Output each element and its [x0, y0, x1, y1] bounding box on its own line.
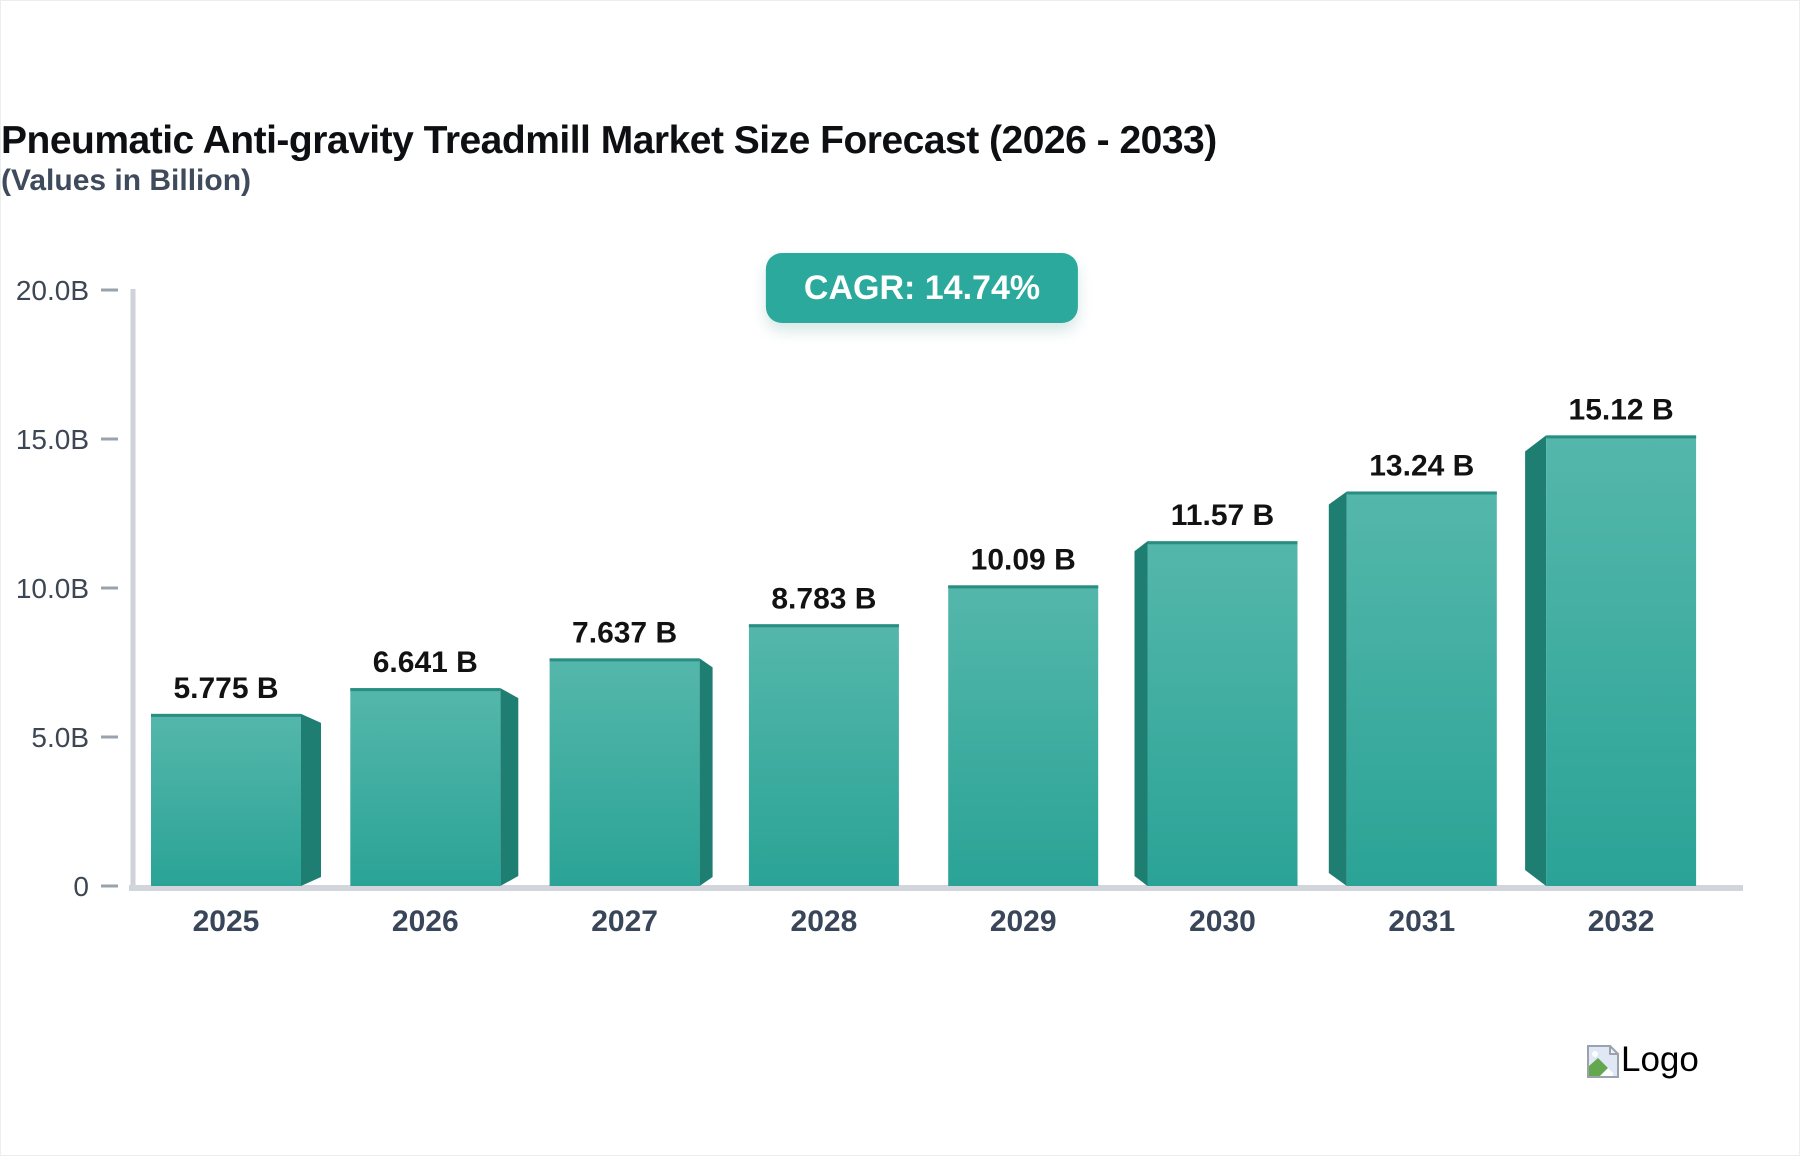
bar-side-face	[1525, 435, 1547, 886]
y-axis-label: 20.0B	[16, 275, 89, 306]
bar-2027[interactable]: 7.637 B	[549, 616, 713, 886]
bar-front-face	[549, 658, 700, 886]
bar-2025[interactable]: 5.775 B	[151, 672, 321, 886]
bar-value-label: 15.12 B	[1569, 393, 1674, 426]
x-axis-baseline	[129, 885, 1743, 891]
y-axis-label: 15.0B	[16, 424, 89, 455]
bar-value-label: 5.775 B	[173, 672, 278, 705]
y-axis-label: 0	[73, 871, 89, 902]
y-axis-label: 10.0B	[16, 573, 89, 604]
x-axis-label: 2026	[392, 905, 459, 938]
bar-side-face	[1134, 541, 1148, 886]
bar-front-face	[948, 585, 1099, 886]
bar-value-label: 7.637 B	[572, 616, 677, 649]
x-axis-label: 2031	[1388, 905, 1455, 938]
logo-alt-label: Logo	[1621, 1040, 1699, 1079]
bar-side-face	[699, 658, 713, 886]
bar-front-face	[350, 688, 501, 886]
bar-value-label: 6.641 B	[373, 646, 478, 679]
bar-2028[interactable]: 8.783 B	[748, 582, 899, 886]
bar-front-face	[1147, 541, 1298, 886]
bar-2030[interactable]: 11.57 B	[1134, 499, 1298, 886]
bar-value-label: 10.09 B	[971, 543, 1076, 576]
page-title: Pneumatic Anti-gravity Treadmill Market …	[1, 119, 1217, 162]
x-axis-label: 2032	[1588, 905, 1655, 938]
bar-side-face	[1328, 491, 1347, 886]
bar-side-face	[500, 688, 519, 886]
x-axis-label: 2029	[990, 905, 1057, 938]
x-axis-label: 2025	[193, 905, 260, 938]
bar-2032[interactable]: 15.12 B	[1525, 393, 1697, 886]
logo: Logo	[1586, 1041, 1699, 1079]
bar-value-label: 11.57 B	[1171, 499, 1274, 532]
y-axis-label: 5.0B	[31, 722, 89, 753]
bar-side-face	[301, 713, 321, 886]
bar-2031[interactable]: 13.24 B	[1328, 449, 1497, 886]
cagr-badge: CAGR: 14.74%	[765, 253, 1079, 323]
bar-2029[interactable]: 10.09 B	[948, 543, 1099, 886]
bar-front-face	[1346, 491, 1497, 886]
bar-2026[interactable]: 6.641 B	[350, 646, 519, 886]
page-subtitle: (Values in Billion)	[1, 164, 252, 197]
bar-front-face	[748, 624, 899, 886]
x-axis-label: 2027	[591, 905, 658, 938]
bar-front-face	[151, 713, 301, 886]
bar-front-face	[1546, 435, 1697, 886]
bar-value-label: 13.24 B	[1369, 449, 1474, 482]
bar-value-label: 8.783 B	[771, 582, 876, 615]
broken-image-icon	[1587, 1045, 1619, 1078]
x-axis-label: 2028	[791, 905, 858, 938]
x-axis-label: 2030	[1189, 905, 1256, 938]
